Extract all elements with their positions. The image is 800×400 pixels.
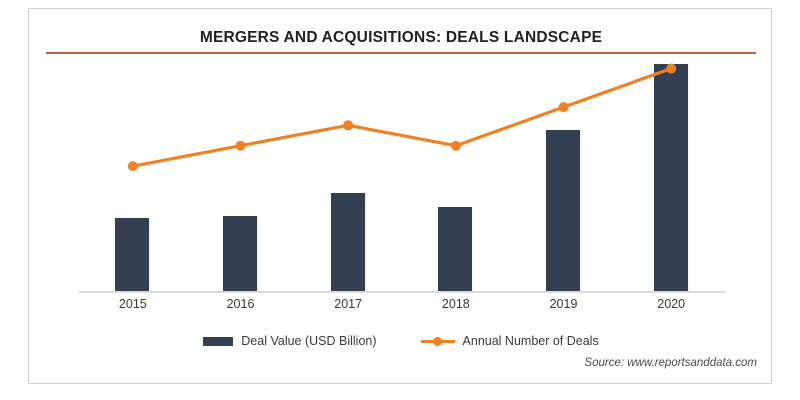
x-axis-line (79, 291, 725, 293)
line-marker-2019 (558, 102, 569, 113)
legend-label-annual-deals: Annual Number of Deals (462, 334, 599, 348)
x-tick-label-2019: 2019 (549, 297, 578, 311)
x-tick-label-2020: 2020 (657, 297, 686, 311)
line-marker-2016 (235, 140, 246, 151)
line-marker-2015 (127, 161, 138, 172)
bar-2018 (438, 207, 474, 291)
legend-label-deal-value: Deal Value (USD Billion) (241, 334, 377, 348)
legend-item-annual-deals[interactable]: Annual Number of Deals (420, 334, 599, 348)
title-divider (46, 52, 756, 54)
line-marker-2018 (450, 140, 461, 151)
line-path-annual-deals (131, 66, 673, 168)
x-tick-label-2015: 2015 (118, 297, 147, 311)
chart-legend: Deal Value (USD Billion) Annual Number o… (29, 334, 773, 348)
bar-2016 (223, 216, 258, 291)
line-marker-2017 (343, 120, 354, 131)
chart-card: MERGERS AND ACQUISITIONS: DEALS LANDSCAP… (28, 8, 772, 384)
line-marker-swatch-icon (420, 336, 455, 346)
x-tick-label-2018: 2018 (441, 297, 470, 311)
page-title: MERGERS AND ACQUISITIONS: DEALS LANDSCAP… (199, 29, 603, 46)
x-tick-label-2017: 2017 (334, 297, 363, 311)
x-tick-label-2016: 2016 (226, 297, 255, 311)
bar-2020 (653, 64, 689, 291)
bar-swatch-icon (203, 336, 234, 346)
bar-2015 (115, 218, 151, 291)
plot-area: 2015 2016 2017 2018 2019 2020 (29, 9, 773, 385)
bar-2019 (546, 129, 581, 291)
source-attribution: Source: www.reportsanddata.com (584, 357, 757, 369)
bar-2017 (330, 193, 366, 291)
legend-item-deal-value[interactable]: Deal Value (USD Billion) (203, 334, 377, 348)
